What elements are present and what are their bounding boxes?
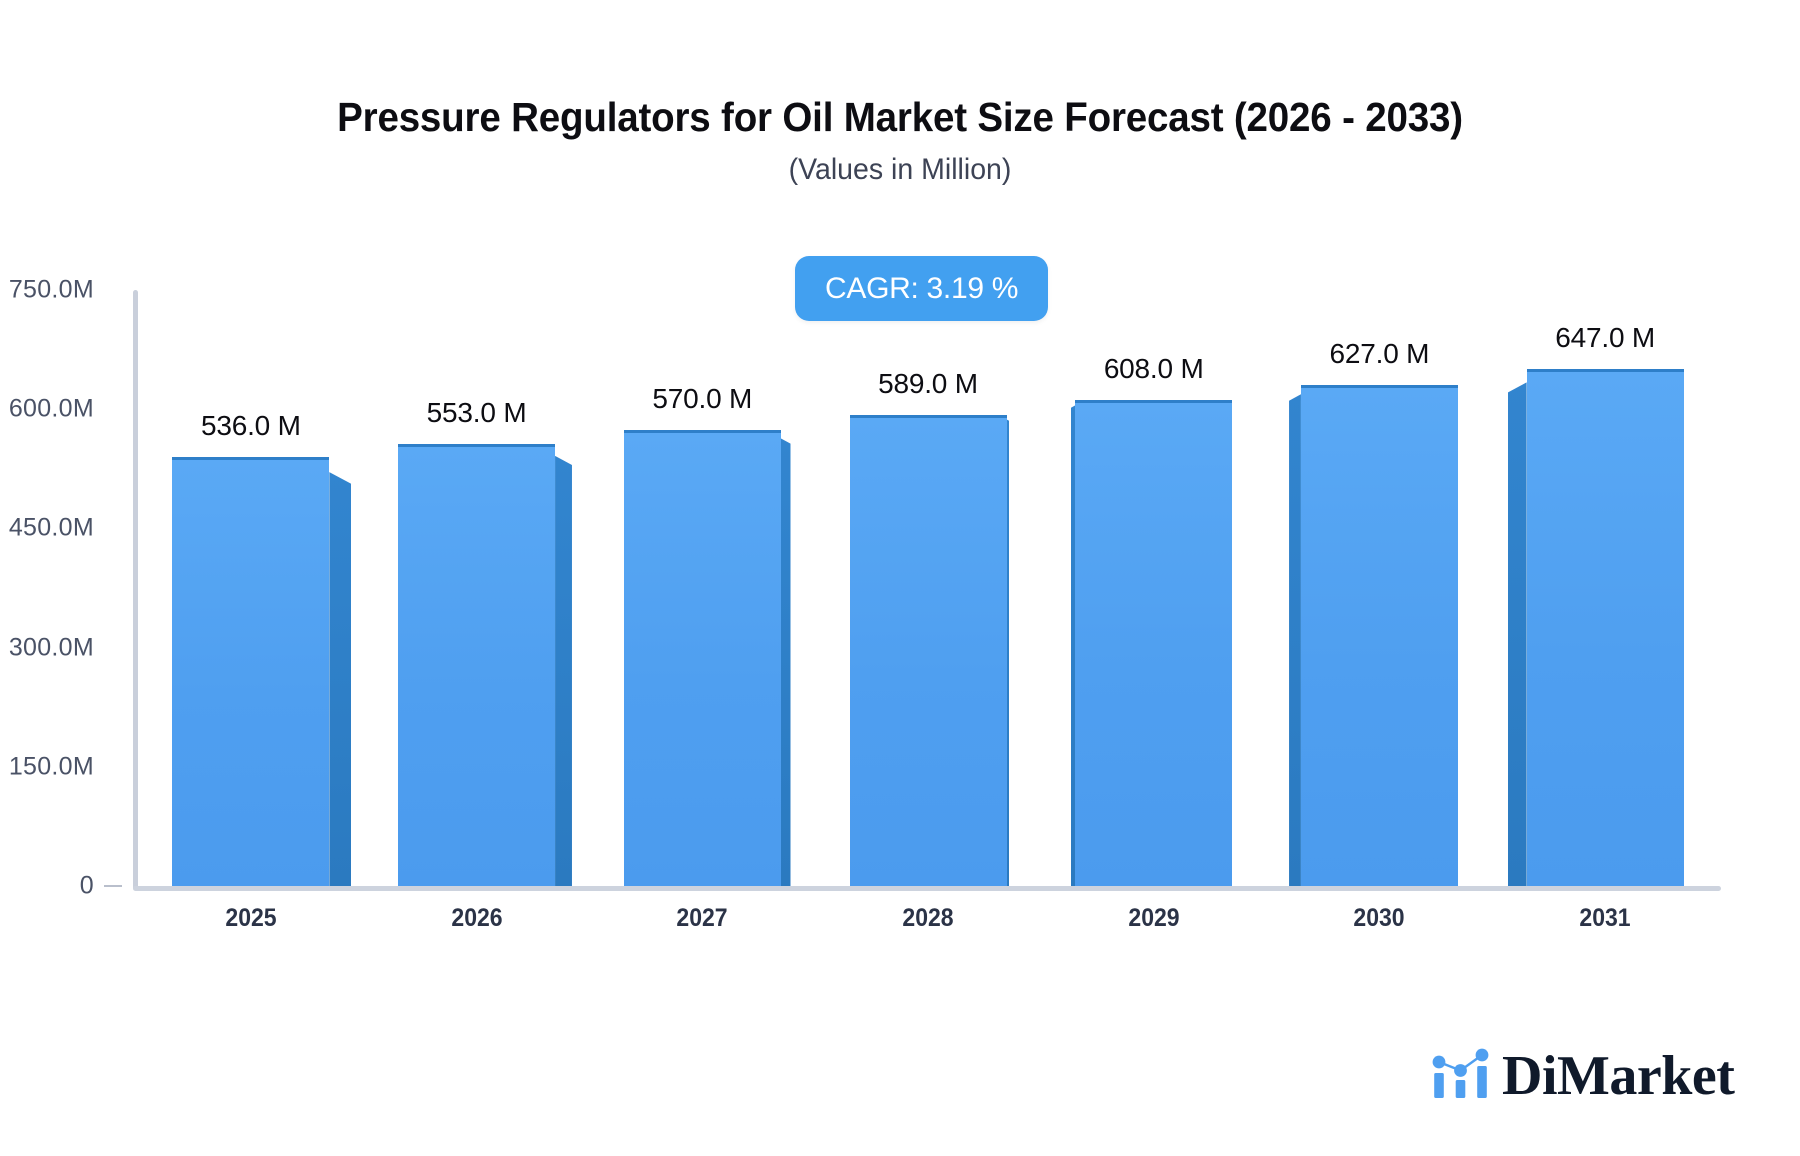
x-axis-tick-label: 2031 [1579, 904, 1631, 932]
brand-logo-text: DiMarket [1502, 1044, 1735, 1107]
x-axis-tick-label: 2028 [902, 904, 954, 932]
x-axis-tick-label: 2027 [676, 904, 728, 932]
bar-value-label: 570.0 M [652, 383, 753, 415]
y-axis-tick-label: 150.0M [8, 752, 94, 781]
x-axis-tick-label: 2025 [225, 904, 277, 932]
bar-value-label: 553.0 M [426, 396, 527, 428]
bar-front-face [1300, 384, 1458, 886]
bar [398, 443, 572, 886]
bar-value-label: 627.0 M [1329, 337, 1430, 369]
bar-side-face [1070, 405, 1076, 886]
bar-front-face [849, 414, 1007, 886]
bar [172, 457, 352, 886]
bar-side-face [555, 455, 572, 886]
bar-value-label: 647.0 M [1555, 321, 1656, 353]
chart-subtitle: (Values in Million) [788, 153, 1012, 187]
cagr-badge: CAGR: 3.19 % [795, 256, 1049, 321]
y-axis-tick-label: 450.0M [8, 513, 94, 542]
x-axis-tick-label: 2030 [1353, 904, 1406, 932]
brand-logo: DiMarket [1432, 1044, 1735, 1107]
bar-side-face [1507, 382, 1527, 886]
x-axis-tick-label: 2029 [1128, 904, 1180, 932]
bar-front-face [398, 443, 556, 886]
bar [849, 414, 1010, 886]
bar [1507, 368, 1684, 886]
bar-side-face [1289, 394, 1301, 886]
y-axis-tick-mark [104, 885, 122, 887]
bar-front-face [172, 457, 330, 886]
bar-chart-dots-icon [1432, 1046, 1490, 1105]
y-axis-tick-label: 600.0M [8, 394, 94, 423]
y-axis-line [133, 290, 138, 890]
bar-side-face [329, 472, 352, 886]
x-axis-line [133, 886, 1721, 891]
bar-value-label: 589.0 M [878, 367, 978, 399]
bar-front-face [1526, 368, 1684, 886]
y-axis-tick-label: 0 [79, 871, 94, 900]
bar-side-face [780, 438, 791, 886]
page-title: Pressure Regulators for Oil Market Size … [337, 94, 1463, 140]
bar-value-label: 608.0 M [1103, 352, 1204, 384]
y-axis-tick-label: 300.0M [8, 633, 94, 662]
bar-front-face [1075, 399, 1233, 886]
title-block: Pressure Regulators for Oil Market Size … [0, 94, 1800, 187]
bar [623, 430, 791, 886]
y-axis-tick-label: 750.0M [8, 275, 94, 304]
bar-front-face [623, 430, 781, 886]
bar-value-label: 536.0 M [200, 410, 301, 442]
bar-side-face [1006, 419, 1010, 886]
bar [1289, 384, 1458, 886]
bar [1070, 399, 1233, 886]
x-axis-tick-label: 2026 [450, 904, 503, 932]
